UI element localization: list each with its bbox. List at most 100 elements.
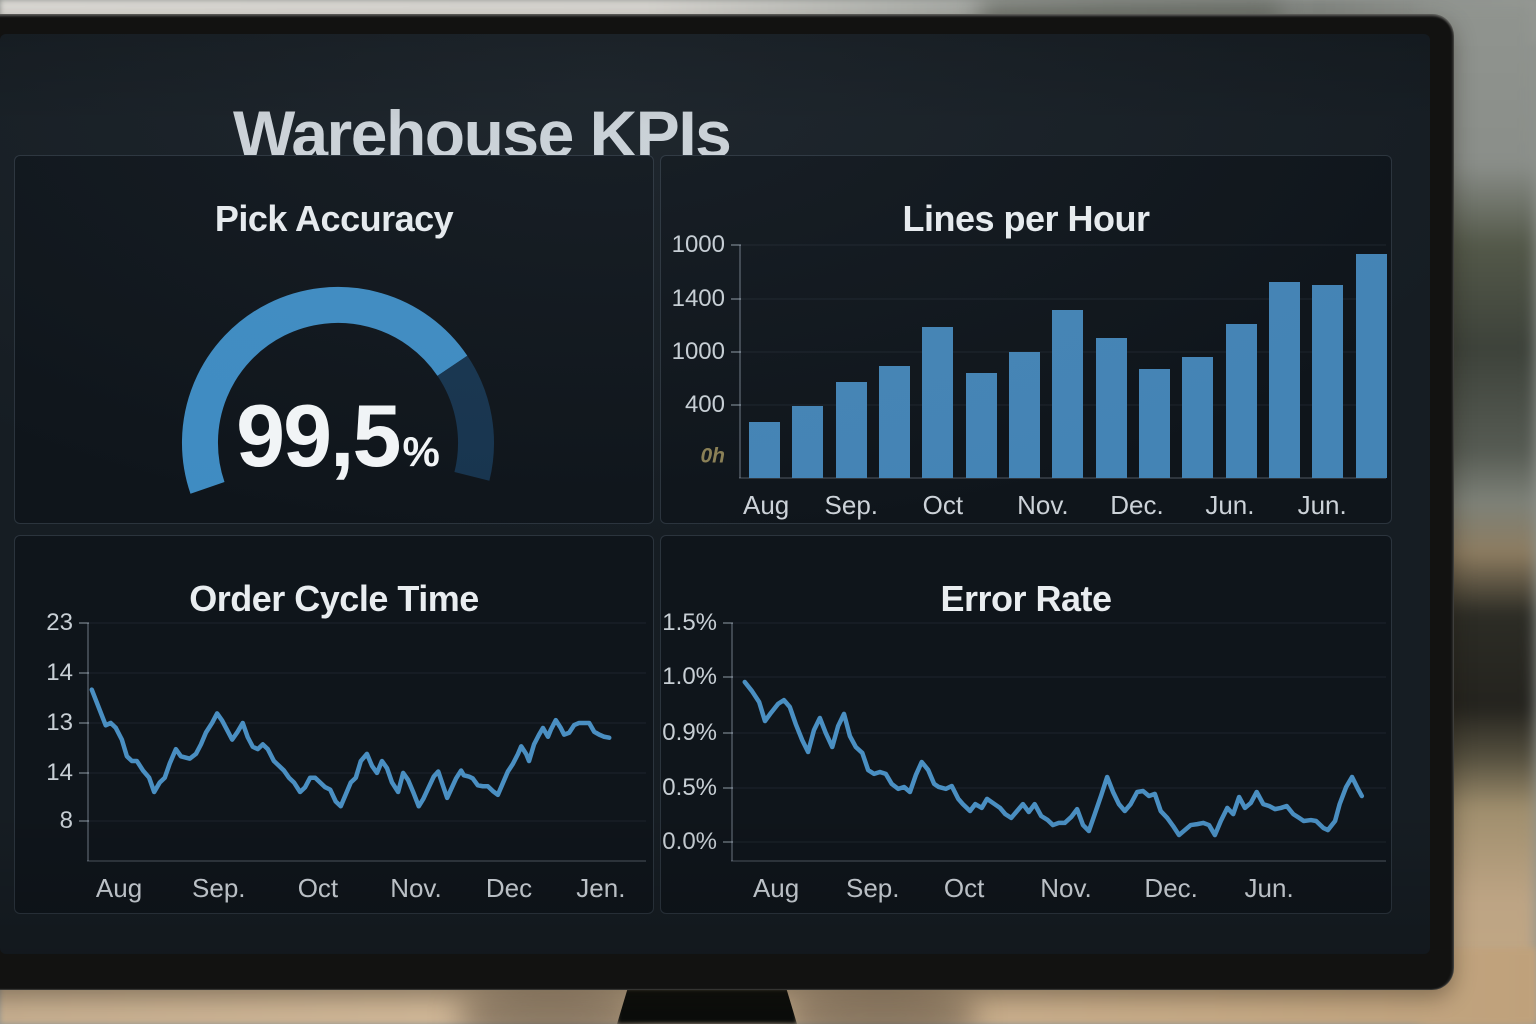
gridline [733,732,1386,734]
x-tick-label: Aug [95,873,143,903]
y-tick-label: 14 [46,758,73,786]
gridline [733,622,1386,624]
gauge-value-unit: % [402,428,440,475]
bar [1052,310,1084,478]
bar [1312,284,1344,478]
y-tick-mark [723,786,733,789]
panel-title-error-rate: Error Rate [940,578,1112,619]
y-tick-label: 400 [684,391,725,419]
x-axis-line [731,860,1386,862]
y-tick-label: 1.0% [662,663,717,691]
x-tick-label: Oct [297,873,339,903]
x-tick-label: Aug [752,873,800,903]
panel-title-order-cycle-time: Order Cycle Time [189,578,479,619]
x-axis-line [739,477,1386,479]
y-tick-mark [723,676,733,679]
y-tick-mark [723,840,733,843]
panel-title-lines-per-hour: Lines per Hour [902,198,1150,239]
panel-lines-per-hour: Lines per Hour 1000 1400 1000 400 0h Aug Sep. O… [660,155,1392,524]
bar [1139,368,1171,478]
panel-pick-accuracy: Pick Accuracy 99,5 % [14,155,654,524]
gauge-arc-value [181,286,468,494]
x-tick-label: Jun. [1244,873,1294,903]
bar [835,382,867,478]
y-tick-label: 1.5% [662,609,717,636]
y-tick-mark [731,404,741,407]
panel-title-pick-accuracy: Pick Accuracy [214,198,454,239]
gauge-value: 99,5 % [178,392,498,480]
bar [1009,352,1041,478]
y-axis-line [731,623,733,861]
gauge-arc-remainder [437,355,494,481]
bar [1095,338,1127,478]
bar [1225,324,1257,478]
x-tick-label: Oct [943,873,985,903]
x-tick-label: Sep. [192,873,246,903]
line-series [89,623,646,861]
order-cycle-time-chart: 23 14 13 14 8 Aug Sep. Oct Nov. Dec Jen. [46,611,646,903]
y-tick-mark [723,622,733,624]
bar [879,366,911,478]
bar [792,405,824,478]
gridline [89,672,646,674]
x-tick-label: Dec. [1110,490,1164,520]
bar [1182,356,1214,478]
x-tick-label: Nov. [390,873,442,903]
x-tick-label: Jen. [576,873,626,903]
x-tick-label: Dec. [1144,873,1198,903]
lines-per-hour-chart: 1000 1400 1000 400 0h Aug Sep. Oct Nov. Dec. Jun. J… [672,233,1387,520]
gridline [89,820,646,822]
y-tick-mark [79,671,89,674]
bar [1355,254,1387,478]
dashboard-screen: Warehouse KPIs Pick Accuracy 99,5 % Line… [0,34,1430,954]
y-tick-label: 0.5% [662,773,717,801]
y-tick-mark [79,721,89,724]
bar [922,326,954,478]
y-tick-label: 1000 [671,231,725,258]
y-tick-label: 14 [46,658,73,686]
y-axis-line [739,245,741,478]
y-tick-mark [731,350,741,353]
y-tick-label: 13 [46,708,73,736]
x-tick-label: Aug [743,490,790,520]
x-axis-line [87,860,646,862]
y-tick-label: 1400 [671,285,725,313]
desk-shadow-left [455,990,645,1024]
gridline [741,244,1386,246]
gauge-value-number: 99,5 [236,386,401,485]
gridline [733,787,1386,789]
y-tick-mark [731,298,741,301]
gridline [89,772,646,774]
bar [965,373,997,478]
monitor: Warehouse KPIs Pick Accuracy 99,5 % Line… [0,14,1454,990]
gridline [89,622,646,624]
y-tick-label: 0.0% [662,827,717,855]
x-tick-label: Dec [485,873,533,903]
x-tick-label: Sep. [845,873,900,903]
y-tick-mark [79,771,89,774]
pick-accuracy-gauge [181,286,494,494]
x-tick-label: Sep. [824,490,879,520]
bar [1269,282,1301,478]
gridline [89,722,646,724]
panel-order-cycle-time: Order Cycle Time 23 14 13 14 8 Aug Sep. Oct Nov.… [14,535,654,914]
x-tick-label: Jun. [1297,490,1347,520]
gridline [733,841,1386,843]
desk-shadow-right [780,990,980,1024]
gridline [741,298,1386,300]
y-axis-line [87,623,89,861]
error-rate-chart: 1.5% 1.0% 0.9% 0.5% 0.0% Aug Sep. Oct Nov. Dec. Ju… [662,611,1386,903]
y-tick-label: 23 [46,609,73,636]
x-tick-label: Nov. [1040,873,1092,903]
line-series [733,623,1386,861]
x-tick-label: Nov. [1017,490,1069,520]
y-tick-label: 1000 [671,337,725,365]
y-tick-mark [731,244,741,246]
y-tick-label: 8 [59,807,73,835]
x-tick-label: Oct [922,490,964,520]
y-tick-mark [723,731,733,734]
x-tick-label: Jun. [1205,490,1255,520]
bar [748,422,780,478]
panel-error-rate: Error Rate 1.5% 1.0% 0.9% 0.5% 0.0% Aug Sep. Oc… [660,535,1392,914]
y-tick-mark [79,820,89,823]
